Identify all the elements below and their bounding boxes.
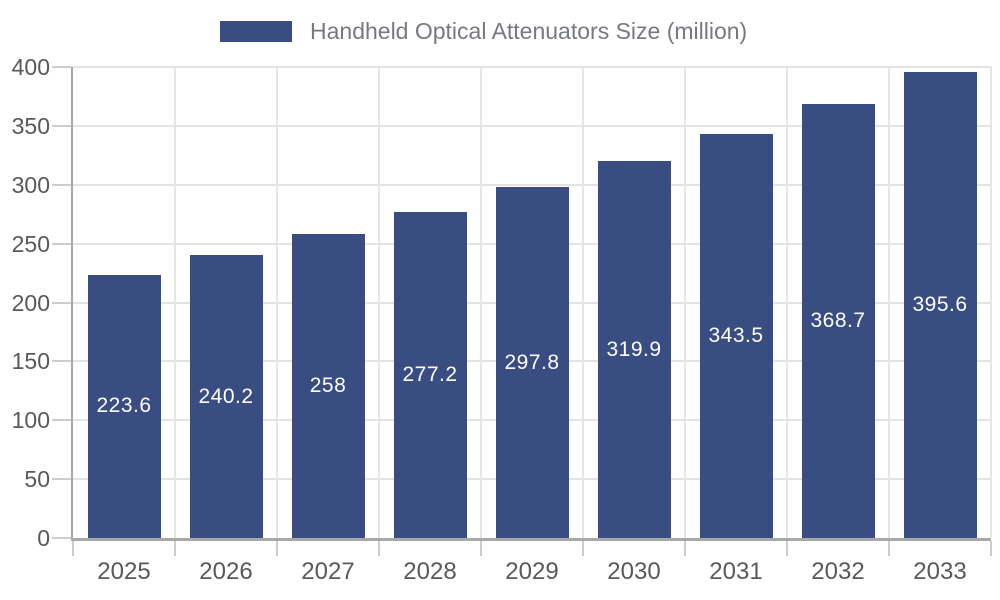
gridline-vertical	[174, 67, 176, 538]
bar[interactable]: 223.6	[87, 274, 161, 538]
y-axis-tick	[52, 66, 71, 68]
y-axis-tick	[52, 478, 71, 481]
gridline-vertical	[378, 67, 380, 538]
bar-value-label: 319.9	[606, 337, 662, 361]
y-tick-label: 350	[11, 112, 50, 139]
x-axis-tick	[684, 541, 686, 556]
y-tick-label: 150	[11, 348, 50, 375]
x-axis-tick	[72, 541, 74, 556]
x-axis-tick	[174, 541, 176, 556]
y-axis-tick	[52, 301, 71, 304]
x-tick-label: 2030	[607, 558, 661, 585]
gridline-vertical	[684, 67, 686, 538]
y-axis-tick	[52, 419, 71, 422]
bar[interactable]: 343.5	[699, 133, 773, 538]
y-tick-label: 250	[11, 230, 50, 257]
bar-value-label: 343.5	[708, 323, 764, 347]
bar[interactable]: 297.8	[495, 187, 569, 538]
bar[interactable]: 368.7	[801, 103, 875, 538]
x-axis-line	[71, 538, 991, 541]
y-axis-tick	[52, 242, 71, 245]
x-tick-label: 2032	[811, 558, 865, 585]
bar[interactable]: 240.2	[189, 255, 263, 538]
x-axis-tick	[378, 541, 380, 556]
bar-value-label: 258	[309, 374, 347, 398]
x-tick-label: 2025	[97, 558, 151, 585]
x-axis-tick	[582, 541, 584, 556]
y-axis-tick	[52, 124, 71, 127]
y-axis-tick	[52, 537, 71, 539]
bar-value-label: 277.2	[402, 362, 458, 386]
gridline-vertical	[582, 67, 584, 538]
y-tick-label: 50	[24, 466, 50, 493]
x-axis-tick	[786, 541, 788, 556]
gridline-vertical	[786, 67, 788, 538]
y-axis-tick	[52, 183, 71, 186]
x-axis-tick	[276, 541, 278, 556]
x-axis-tick	[888, 541, 890, 556]
y-axis-tick	[52, 360, 71, 363]
gridline-vertical	[480, 67, 482, 538]
x-tick-label: 2031	[709, 558, 763, 585]
x-axis-tick	[480, 541, 482, 556]
y-tick-label: 0	[37, 525, 50, 551]
bar[interactable]: 319.9	[597, 161, 671, 538]
bar-value-label: 368.7	[810, 308, 866, 332]
x-axis-tick	[990, 541, 992, 556]
y-tick-label: 300	[11, 171, 50, 198]
legend-item[interactable]: Handheld Optical Attenuators Size (milli…	[220, 18, 747, 45]
gridline-vertical	[888, 67, 890, 538]
bar-value-label: 223.6	[96, 394, 152, 418]
x-tick-label: 2028	[403, 558, 457, 585]
y-tick-label: 100	[11, 407, 50, 434]
legend-label: Handheld Optical Attenuators Size (milli…	[310, 18, 748, 44]
bar-value-label: 395.6	[912, 293, 968, 317]
x-tick-label: 2026	[199, 558, 253, 585]
bar[interactable]: 395.6	[903, 72, 977, 538]
bar[interactable]: 258	[291, 234, 365, 538]
gridline-horizontal	[73, 66, 991, 68]
x-tick-label: 2027	[301, 558, 355, 585]
bar-value-label: 240.2	[198, 384, 254, 408]
legend-swatch-icon	[220, 21, 292, 42]
y-tick-label: 200	[11, 289, 50, 316]
x-tick-label: 2029	[505, 558, 559, 585]
gridline-vertical	[276, 67, 278, 538]
gridline-horizontal	[73, 183, 991, 186]
x-tick-label: 2033	[913, 558, 967, 585]
bar-value-label: 297.8	[504, 350, 560, 374]
gridline-horizontal	[73, 124, 991, 127]
y-tick-label: 400	[11, 54, 50, 80]
plot-area: 223.6 240.2 258 277.2 297.8 319.9 343.5 368.7 39…	[73, 66, 992, 538]
gridline-vertical	[990, 67, 992, 538]
y-axis-line	[71, 67, 73, 541]
bar[interactable]: 277.2	[393, 211, 467, 538]
